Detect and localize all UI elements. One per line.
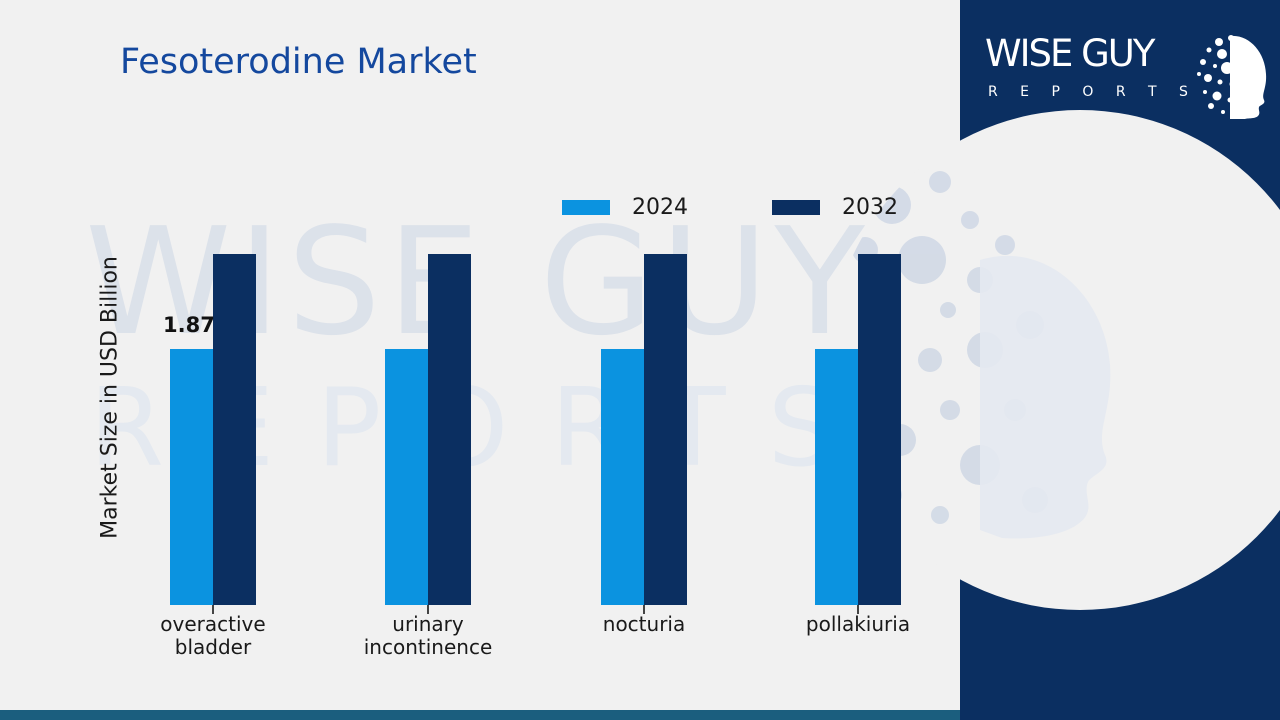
- legend-swatch-2024: [562, 199, 610, 215]
- decorative-molecule-dots: [830, 110, 1280, 610]
- y-axis-label: Market Size in USD Billion: [97, 256, 123, 539]
- bar-2024-nocturia: [601, 348, 644, 605]
- legend-swatch-2032: [772, 199, 820, 215]
- logo-wordmark: WISE GUY: [985, 32, 1155, 75]
- footer-accent-bar: [0, 710, 960, 720]
- axis-tick: [212, 605, 214, 614]
- watermark-line-1: WISE GUY: [85, 196, 871, 368]
- chart-legend: 2024 2032: [562, 193, 898, 221]
- x-axis-tick-label: overactive bladder: [160, 612, 266, 659]
- head-profile-dots-icon: [1197, 35, 1267, 119]
- bar-2032-overactive-bladder: [213, 254, 256, 605]
- x-axis-tick-label: pollakiuria: [805, 612, 911, 636]
- x-axis-tick-label: urinary incontinence: [363, 612, 493, 659]
- background-watermark: WISE GUY REPORTS: [85, 196, 905, 491]
- bar-2032-urinary-incontinence: [428, 254, 471, 605]
- axis-tick: [427, 605, 429, 614]
- brand-logo: WISE GUY R E P O R T S: [985, 32, 1267, 119]
- bar-value-label: 1.87: [163, 312, 215, 337]
- axis-tick: [857, 605, 859, 614]
- legend-label-2024: 2024: [632, 194, 688, 220]
- watermark-line-2: REPORTS: [89, 366, 879, 491]
- logo-subtitle: R E P O R T S: [988, 84, 1197, 100]
- legend-item-2024[interactable]: 2024: [562, 195, 688, 220]
- bar-2024-overactive-bladder: [170, 348, 213, 605]
- page-title: Fesoterodine Market: [120, 42, 477, 82]
- x-axis-tick-label: nocturia: [602, 612, 686, 636]
- plot-area: overactive bladder urinary incontinence noct…: [160, 254, 911, 659]
- bar-2032-nocturia: [644, 254, 687, 605]
- legend-label-2032: 2032: [842, 194, 898, 220]
- axis-tick: [643, 605, 645, 614]
- bar-2024-urinary-incontinence: [385, 348, 428, 605]
- legend-item-2032[interactable]: 2032: [772, 195, 898, 220]
